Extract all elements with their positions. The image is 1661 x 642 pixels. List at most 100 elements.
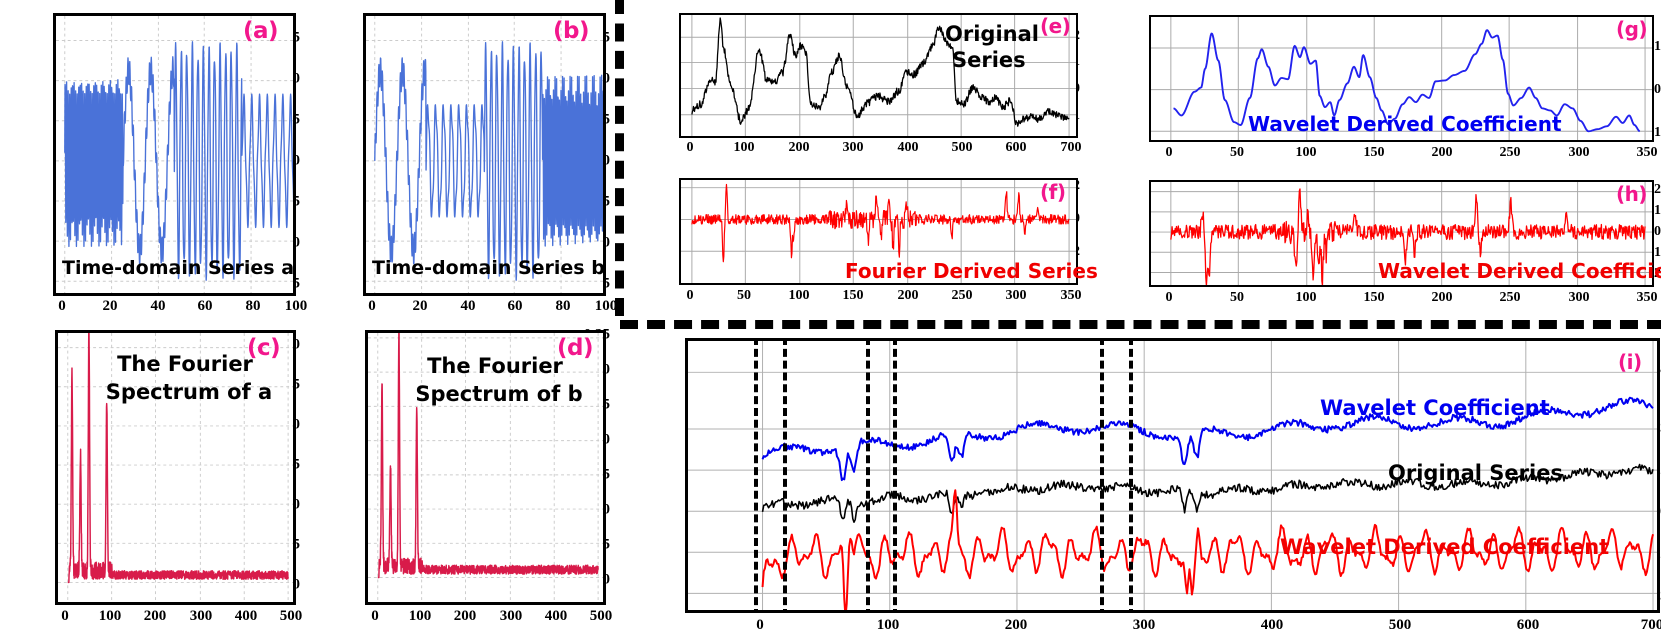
axis-ytick: 1 [1654,39,1661,54]
panel-h: 2 1 0 -1 -2 [1108,168,1661,318]
axis-xtick: 0 [371,608,379,624]
axis-xtick: 50 [1230,145,1244,160]
panel-g-annotation: Wavelet Derived Coefficient [1248,112,1562,136]
panel-i: 3 2 1 0 -1 -2 [640,328,1661,642]
axis-xtick: 150 [1363,145,1385,160]
axis-xtick: 250 [1499,145,1521,160]
panel-h-annotation: Wavelet Derived Coefficient [1378,259,1661,283]
series-h-curve [1151,182,1652,285]
axis-xtick: 600 [1516,617,1540,633]
series-e-curve [681,15,1076,136]
panel-e-annotation-line2: Series [952,48,1026,72]
plot-area-c: (function(){ var x0=10,x1=236,fmax=520; … [55,330,296,605]
panel-c-annotation-line2: Spectrum of a [105,380,273,404]
highlight-region-1 [754,341,787,610]
axis-xtick: 100 [733,140,755,155]
axis-xtick: 0 [686,288,694,303]
axis-xtick: 150 [842,288,864,303]
highlight-region-3 [1100,341,1133,610]
panel-label-a: (a) [243,18,279,44]
axis-xtick: 60 [197,298,213,314]
plot-area-g: (function(){ var x0=20,x1=498,tmax=360; … [1149,15,1654,142]
axis-xtick: 0 [58,298,66,314]
axis-xtick: 50 [737,288,751,303]
axis-xtick: 100 [788,288,810,303]
panel-i-red-legend: Wavelet Derived Coefficient [1280,535,1610,559]
panel-d: 0.35 0.30 0.25 0.20 0.15 0.10 0.05 0.00 [310,322,612,642]
axis-xtick: 100 [594,298,618,314]
axis-xtick: 400 [1260,617,1284,633]
panel-e-annotation-line1: Original [945,22,1039,46]
axis-xtick: 300 [1132,617,1156,633]
panel-i-blue-legend: Wavelet Coefficient [1320,396,1550,420]
plot-area-i: (function(){ var x0=75,x1=971,tmax=730; … [685,338,1660,613]
horizontal-divider [620,320,1661,329]
panel-i-curves [688,341,1657,610]
panel-a: 1.5 1.0 0.5 0.0 -0.5 -1.0 -1.5 [0,0,307,314]
axis-xtick: 150 [1363,290,1385,305]
axis-xtick: 700 [1060,140,1082,155]
axis-xtick: 100 [1295,290,1317,305]
axis-xtick: 20 [102,298,118,314]
panel-f: 2 0 -2 (fun [640,168,1098,318]
panel-f-annotation: Fourier Derived Series [845,259,1098,283]
axis-xtick: 200 [1431,290,1453,305]
axis-xtick: 100 [1295,145,1317,160]
axis-ytick: 1 [1654,203,1661,218]
axis-xtick: 250 [1499,290,1521,305]
axis-ytick: -2 [1649,266,1661,281]
axis-xtick: 200 [788,140,810,155]
panel-label-f: (f) [1040,180,1066,204]
plot-area-b: (function(){ var x0=9,x1=248; function y… [363,13,606,296]
axis-xtick: 300 [1568,145,1590,160]
axis-xtick: 300 [842,140,864,155]
axis-xtick: 80 [555,298,571,314]
axis-xtick: 0 [686,140,694,155]
axis-xtick: 0 [1165,145,1173,160]
axis-xtick: 500 [951,140,973,155]
panel-label-b: (b) [553,18,590,44]
axis-xtick: 250 [951,288,973,303]
axis-ytick: 2 [1654,182,1661,197]
axis-xtick: 200 [897,288,919,303]
axis-xtick: 50 [1230,290,1244,305]
series-f-curve [681,180,1076,283]
axis-xtick: 100 [284,298,308,314]
axis-xtick: 350 [1060,288,1082,303]
axis-xtick: 350 [1636,290,1658,305]
axis-xtick: 300 [1568,290,1590,305]
plot-area-f: (function(){ var x0=11,x1=392,tmax=360; … [679,178,1078,285]
highlight-region-2 [866,341,897,610]
axis-xtick: 200 [1431,145,1453,160]
axis-xtick: 700 [1640,617,1661,633]
axis-xtick: 0 [756,617,764,633]
panel-e: 2 1 0 -1 [640,0,1082,170]
panel-label-e: (e) [1040,14,1071,38]
axis-xtick: 0 [61,608,69,624]
axis-xtick: 40 [150,298,166,314]
plot-area-h: (function(){ var x0=20,x1=498,tmax=360; … [1149,180,1654,287]
panel-a-annotation: Time-domain Series a [62,257,295,279]
panel-b-annotation: Time-domain Series b [372,257,605,279]
series-b-curve [366,16,603,293]
axis-xtick: 20 [412,298,428,314]
axis-xtick: 0 [1165,290,1173,305]
axis-xtick: 200 [143,608,167,624]
panel-label-d: (d) [557,335,594,361]
series-g-curve [1151,17,1652,140]
axis-xtick: 300 [189,608,213,624]
panel-label-i: (i) [1618,350,1642,374]
axis-xtick: 300 [499,608,523,624]
panel-label-c: (c) [247,335,281,361]
axis-xtick: 80 [245,298,261,314]
plot-area-d: (function(){ var x0=10,x1=236,fmax=520; … [365,330,606,605]
axis-xtick: 0 [368,298,376,314]
spectrum-d-curve [368,333,603,602]
axis-xtick: 600 [1005,140,1027,155]
panel-i-black-legend: Original Series [1388,461,1563,485]
axis-xtick: 200 [453,608,477,624]
panel-b: 1.5 1.0 0.5 0.0 -0.5 -1.0 -1.5 [310,0,617,314]
axis-xtick: 100 [876,617,900,633]
spectrum-c-curve [58,333,293,602]
